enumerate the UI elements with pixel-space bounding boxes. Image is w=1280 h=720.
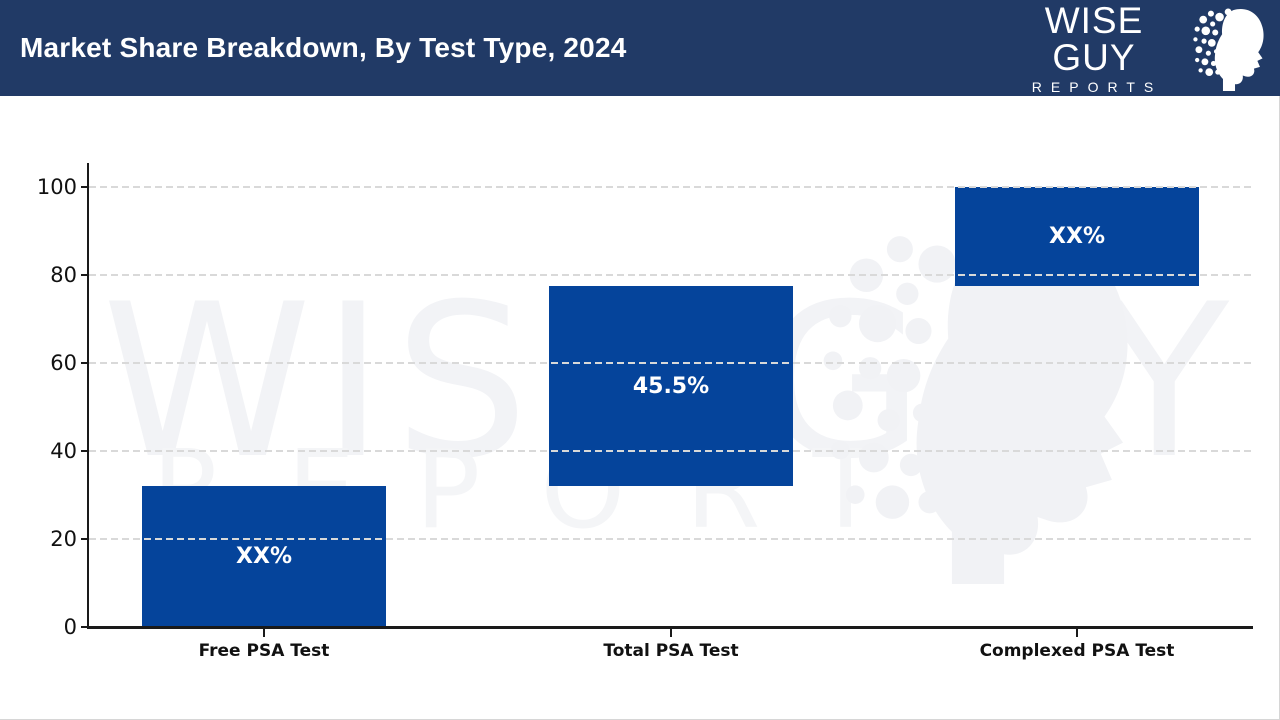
- y-axis-line: [87, 163, 89, 629]
- x-axis-line: [87, 626, 1253, 629]
- gridline-80: [89, 274, 1253, 276]
- y-tick-label: 0: [63, 615, 77, 639]
- x-tickmark: [670, 629, 672, 637]
- y-tickmark: [81, 186, 89, 188]
- x-category-label: Free PSA Test: [198, 641, 330, 661]
- x-category-label: Complexed PSA Test: [979, 641, 1175, 661]
- x-tickmark: [1076, 629, 1078, 637]
- y-tick-label: 80: [50, 263, 77, 287]
- logo-wordmark: WISE GUY: [1044, 0, 1144, 78]
- bar-complexed-psa-test: XX%: [955, 187, 1199, 286]
- bar-free-psa-test: XX%: [142, 486, 386, 627]
- gridline-20: [89, 538, 1253, 540]
- y-tickmark: [81, 362, 89, 364]
- bar-total-psa-test: 45.5%: [549, 286, 793, 487]
- y-tick-label: 100: [36, 175, 77, 199]
- y-tick-label: 60: [50, 351, 77, 375]
- y-tick-label: 40: [50, 439, 77, 463]
- y-tickmark: [81, 274, 89, 276]
- bar-value-label: XX%: [236, 544, 292, 570]
- logo-subtitle: REPORTS: [1031, 78, 1163, 95]
- header: Market Share Breakdown, By Test Type, 20…: [0, 0, 1280, 96]
- x-tickmark: [263, 629, 265, 637]
- logo-face-icon: [1193, 8, 1264, 91]
- brand-logo: WISE GUY REPORTS: [1004, 2, 1272, 95]
- y-tick-label: 20: [50, 527, 77, 551]
- y-tickmark: [81, 450, 89, 452]
- gridline-100: [89, 186, 1253, 188]
- bar-value-label: XX%: [1049, 224, 1105, 249]
- gridline-40: [89, 450, 1253, 452]
- bar-value-label: 45.5%: [632, 373, 710, 399]
- gridline-60: [89, 362, 1253, 364]
- page-title: Market Share Breakdown, By Test Type, 20…: [20, 32, 627, 63]
- y-tickmark: [81, 538, 89, 540]
- x-category-label: Total PSA Test: [603, 641, 739, 661]
- logo-text: WISE GUY REPORTS: [1004, 2, 1184, 95]
- y-tickmark: [81, 626, 89, 628]
